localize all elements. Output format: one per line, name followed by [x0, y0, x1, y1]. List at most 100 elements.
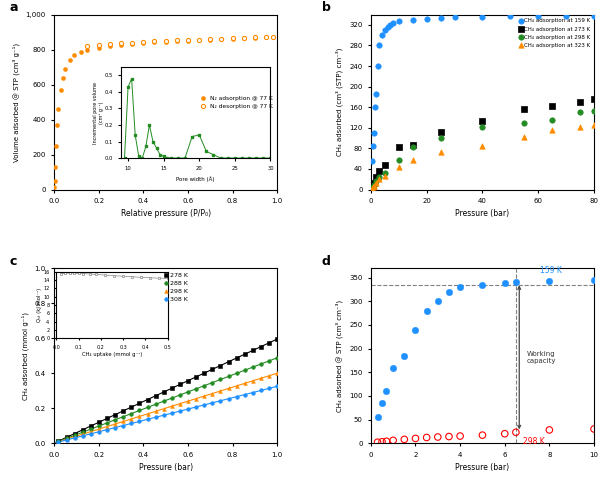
CH₄ adsorption at 323 K — [368, 184, 377, 191]
278 K — [248, 347, 257, 355]
CH₄ adsorption at 273 K — [478, 117, 487, 125]
308 K — [264, 385, 274, 393]
CH₄ adsorption at 273 K — [436, 128, 445, 136]
N₂ adsorption @ 77 K — [140, 40, 147, 46]
Point — [589, 276, 599, 284]
CH₄ adsorption at 298 K — [589, 107, 599, 115]
298 K — [264, 372, 274, 380]
CH₄ adsorption at 159 K — [533, 12, 543, 20]
N₂ desorption @ 77 K — [162, 38, 169, 44]
Point — [433, 298, 443, 305]
298 K — [102, 423, 112, 431]
288 K — [118, 413, 128, 421]
288 K — [240, 366, 250, 374]
308 K — [224, 395, 233, 403]
CH₄ adsorption at 298 K — [374, 173, 384, 181]
288 K — [134, 407, 144, 414]
278 K — [183, 377, 193, 385]
N₂ adsorption @ 77 K — [262, 35, 269, 40]
CH₄ adsorption at 273 K — [380, 162, 389, 169]
N₂ desorption @ 77 K — [251, 35, 259, 40]
CH₄ adsorption at 159 K — [589, 12, 599, 19]
N₂ adsorption @ 77 K — [77, 49, 85, 55]
298 K — [53, 438, 63, 446]
288 K — [110, 416, 120, 424]
288 K — [264, 357, 274, 365]
298 K — [272, 369, 282, 377]
CH₄ adsorption at 159 K — [450, 13, 460, 21]
N₂ desorption @ 77 K — [173, 37, 181, 43]
288 K — [102, 419, 112, 427]
298 K — [159, 405, 169, 412]
CH₄ adsorption at 298 K — [380, 169, 389, 176]
CH₄ adsorption at 273 K — [575, 98, 585, 106]
278 K — [118, 407, 128, 415]
N₂ adsorption @ 77 K — [151, 39, 158, 45]
308 K — [127, 420, 136, 428]
N₂ adsorption @ 77 K — [128, 41, 136, 47]
CH₄ adsorption at 159 K — [422, 15, 431, 22]
288 K — [248, 363, 257, 371]
298 K — [70, 433, 79, 441]
Point — [382, 387, 391, 395]
N₂ adsorption @ 77 K — [66, 57, 73, 63]
CH₄ adsorption at 273 K — [369, 180, 379, 187]
N₂ desorption @ 77 K — [128, 39, 136, 45]
CH₄ adsorption at 273 K — [367, 184, 376, 192]
Point — [500, 430, 509, 438]
N₂ adsorption @ 77 K — [173, 38, 181, 44]
CH₄ adsorption at 159 K — [408, 16, 418, 24]
Point — [589, 425, 599, 433]
288 K — [151, 400, 160, 408]
278 K — [70, 430, 79, 437]
Text: b: b — [322, 1, 331, 14]
Line: N₂ adsorption @ 77 K: N₂ adsorption @ 77 K — [52, 35, 275, 189]
308 K — [175, 407, 185, 415]
298 K — [143, 410, 152, 418]
308 K — [70, 434, 79, 442]
CH₄ adsorption at 298 K — [547, 116, 557, 124]
308 K — [62, 436, 71, 444]
Point — [382, 437, 391, 445]
Text: 159 K: 159 K — [541, 266, 562, 275]
Point — [511, 279, 521, 286]
298 K — [248, 377, 257, 385]
N₂ desorption @ 77 K — [95, 42, 102, 48]
Legend: CH₄ adsorption at 159 K, CH₄ adsorption at 273 K, CH₄ adsorption at 298 K, CH₄ a: CH₄ adsorption at 159 K, CH₄ adsorption … — [517, 18, 591, 49]
N₂ adsorption @ 77 K — [84, 47, 91, 53]
278 K — [151, 392, 160, 400]
CH₄ adsorption at 323 K — [478, 142, 487, 150]
N₂ adsorption @ 77 K — [196, 37, 203, 43]
X-axis label: Pressure (bar): Pressure (bar) — [455, 463, 509, 472]
308 K — [256, 387, 266, 394]
CH₄ adsorption at 323 K — [380, 172, 389, 180]
Text: c: c — [10, 255, 17, 268]
Y-axis label: CH₄ adsorbed (mmol g⁻¹): CH₄ adsorbed (mmol g⁻¹) — [22, 312, 29, 400]
298 K — [78, 430, 88, 438]
CH₄ adsorption at 298 K — [478, 123, 487, 131]
CH₄ adsorption at 159 K — [367, 157, 376, 165]
Point — [373, 413, 382, 421]
CH₄ adsorption at 159 K — [373, 62, 383, 70]
Legend: 278 K, 288 K, 298 K, 308 K: 278 K, 288 K, 298 K, 308 K — [162, 271, 189, 303]
298 K — [208, 390, 217, 397]
278 K — [143, 395, 152, 403]
N₂ adsorption @ 77 K — [50, 184, 58, 190]
Point — [444, 288, 454, 296]
308 K — [272, 382, 282, 390]
CH₄ adsorption at 298 K — [408, 144, 418, 151]
CH₄ adsorption at 323 K — [589, 121, 599, 129]
N₂ adsorption @ 77 K — [95, 45, 102, 51]
N₂ adsorption @ 77 K — [118, 42, 125, 48]
Point — [478, 431, 487, 439]
308 K — [86, 430, 95, 438]
308 K — [94, 428, 104, 435]
N₂ desorption @ 77 K — [262, 34, 269, 40]
298 K — [62, 435, 71, 443]
298 K — [215, 387, 225, 395]
288 K — [143, 404, 152, 412]
288 K — [215, 375, 225, 383]
Point — [444, 432, 454, 440]
Point — [373, 438, 382, 446]
N₂ desorption @ 77 K — [240, 35, 247, 40]
